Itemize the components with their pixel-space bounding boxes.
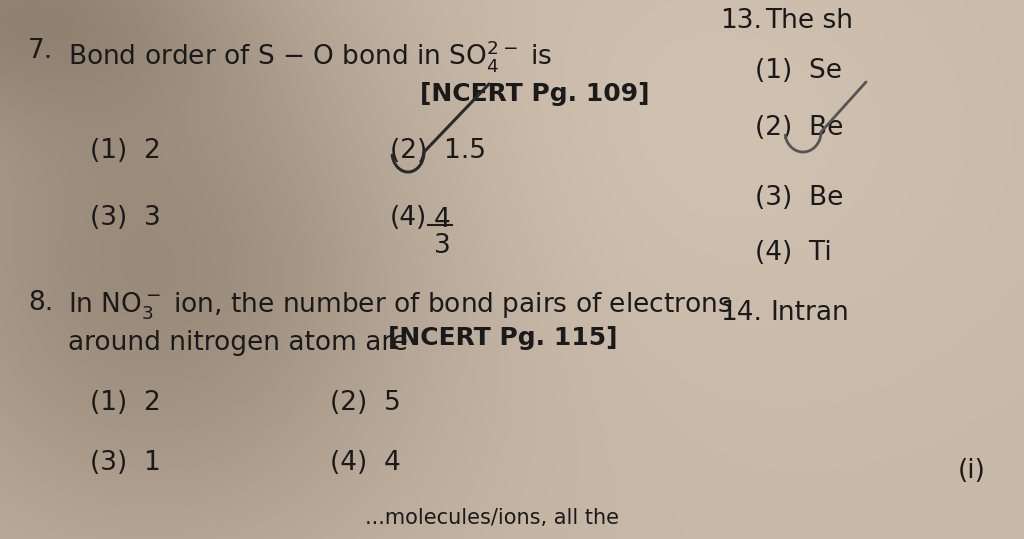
Text: Bond order of S $-$ O bond in SO$_4^{2-}$ is: Bond order of S $-$ O bond in SO$_4^{2-}… <box>68 38 552 74</box>
Text: (3)  1: (3) 1 <box>90 450 161 476</box>
Text: (2)  Be: (2) Be <box>755 115 844 141</box>
Text: (2)  1.5: (2) 1.5 <box>390 138 486 164</box>
Text: 4: 4 <box>434 207 451 233</box>
Text: (3)  3: (3) 3 <box>90 205 161 231</box>
Text: (4)  4: (4) 4 <box>330 450 400 476</box>
Text: (1)  2: (1) 2 <box>90 138 161 164</box>
Text: 7.: 7. <box>28 38 53 64</box>
Text: The sh: The sh <box>765 8 853 34</box>
Text: 14.: 14. <box>720 300 762 326</box>
Text: In NO$_3^-$ ion, the number of bond pairs of electrons: In NO$_3^-$ ion, the number of bond pair… <box>68 290 732 321</box>
Text: [NCERT Pg. 109]: [NCERT Pg. 109] <box>420 82 649 106</box>
Text: (2)  5: (2) 5 <box>330 390 400 416</box>
Text: (1)  Se: (1) Se <box>755 58 842 84</box>
Text: 8.: 8. <box>28 290 53 316</box>
Text: 3: 3 <box>434 233 451 259</box>
Text: (4): (4) <box>390 205 427 231</box>
Text: Intran: Intran <box>770 300 849 326</box>
Text: ...molecules/ions, all the: ...molecules/ions, all the <box>365 508 618 528</box>
Text: (1)  2: (1) 2 <box>90 390 161 416</box>
Text: (i): (i) <box>958 458 986 484</box>
Text: (3)  Be: (3) Be <box>755 185 844 211</box>
Text: [NCERT Pg. 115]: [NCERT Pg. 115] <box>388 326 617 350</box>
Text: around nitrogen atom are: around nitrogen atom are <box>68 330 408 356</box>
Text: (4)  Ti: (4) Ti <box>755 240 831 266</box>
Text: 13.: 13. <box>720 8 762 34</box>
